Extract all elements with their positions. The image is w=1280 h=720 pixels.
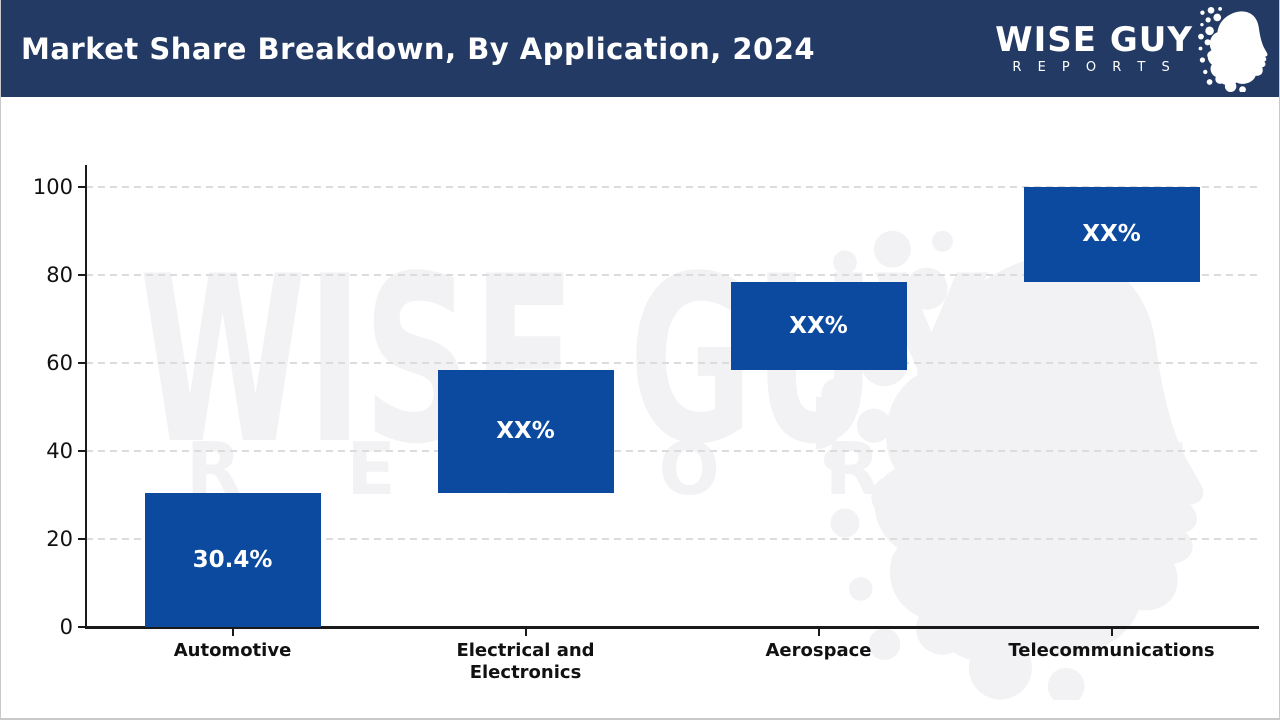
- gridline-60: [86, 362, 1258, 364]
- y-axis: [85, 165, 87, 629]
- y-tick-label-0: 0: [59, 615, 73, 639]
- bar-aerospace: XX%: [730, 282, 907, 371]
- x-tick-2: [817, 627, 820, 636]
- bar-electrical-and-electronics: XX%: [437, 370, 614, 494]
- x-axis: [85, 626, 1259, 629]
- y-tick-label-80: 80: [46, 263, 73, 287]
- y-tick-label-60: 60: [46, 351, 73, 375]
- y-tick-label-20: 20: [46, 527, 73, 551]
- brand-logo: WISE GUY R E P O R T S: [995, 0, 1269, 97]
- y-tick-0: [78, 626, 86, 628]
- y-tick-60: [78, 362, 86, 364]
- bar-value-label: XX%: [496, 418, 555, 445]
- y-tick-label-100: 100: [32, 175, 73, 199]
- bar-telecommunications: XX%: [1023, 187, 1200, 283]
- x-tick-0: [231, 627, 234, 636]
- bar-value-label: XX%: [1082, 221, 1141, 248]
- logo-subtext: R E P O R T S: [1012, 60, 1176, 75]
- x-tick-3: [1110, 627, 1113, 636]
- y-tick-100: [78, 186, 86, 188]
- gridline-20: [86, 538, 1258, 540]
- logo-wordmark: WISE GUY: [995, 20, 1193, 60]
- category-label-1: Electrical and Electronics: [456, 640, 595, 683]
- gridline-100: [86, 186, 1258, 188]
- x-tick-1: [524, 627, 527, 636]
- category-label-2: Aerospace: [765, 640, 872, 661]
- y-tick-20: [78, 538, 86, 540]
- bar-value-label: XX%: [789, 312, 848, 339]
- category-label-3: Telecommunications: [1008, 640, 1215, 661]
- bar-automotive: 30.4%: [144, 493, 321, 627]
- bar-value-label: 30.4%: [192, 546, 273, 573]
- category-label-0: Automotive: [173, 640, 292, 661]
- gridline-80: [86, 274, 1258, 276]
- gridline-40: [86, 450, 1258, 452]
- y-tick-40: [78, 450, 86, 452]
- page-title: Market Share Breakdown, By Application, …: [21, 31, 816, 66]
- y-tick-80: [78, 274, 86, 276]
- logo-head-icon: [1198, 6, 1268, 92]
- header-bar: Market Share Breakdown, By Application, …: [1, 0, 1279, 97]
- y-tick-label-40: 40: [46, 439, 73, 463]
